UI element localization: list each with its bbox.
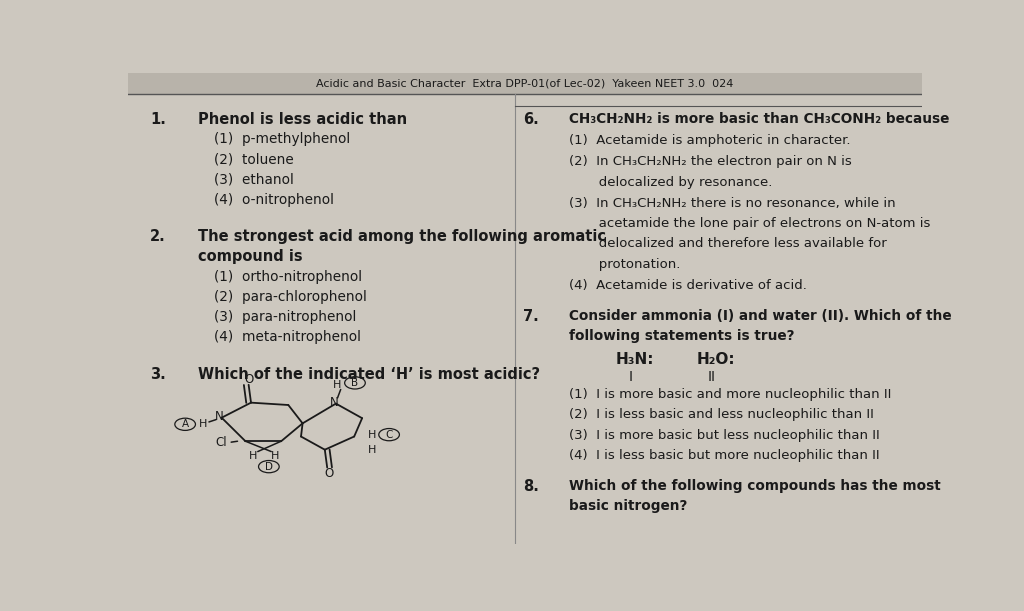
Text: H: H — [199, 419, 207, 430]
Text: protonation.: protonation. — [569, 258, 681, 271]
Text: CH₃CH₂NH₂ is more basic than CH₃CONH₂ because: CH₃CH₂NH₂ is more basic than CH₃CONH₂ be… — [569, 112, 949, 126]
Text: H: H — [368, 430, 376, 440]
Text: II: II — [709, 370, 716, 384]
Text: H: H — [368, 445, 376, 455]
Text: (4)  I is less basic but more nucleophilic than II: (4) I is less basic but more nucleophili… — [569, 448, 880, 462]
Text: acetamide the lone pair of electrons on N-atom is: acetamide the lone pair of electrons on … — [569, 217, 931, 230]
Text: compound is: compound is — [198, 249, 302, 265]
Text: (1)  p-methylphenol: (1) p-methylphenol — [214, 132, 350, 146]
Text: (1)  I is more basic and more nucleophilic than II: (1) I is more basic and more nucleophili… — [569, 388, 892, 401]
Text: Acidic and Basic Character  Extra DPP-01(of Lec-02)  Yakeen NEET 3.0  024: Acidic and Basic Character Extra DPP-01(… — [316, 79, 733, 89]
Text: O: O — [325, 467, 334, 480]
Text: (4)  meta-nitrophenol: (4) meta-nitrophenol — [214, 331, 360, 345]
Text: (4)  Acetamide is derivative of acid.: (4) Acetamide is derivative of acid. — [569, 279, 807, 292]
Text: A: A — [181, 419, 188, 430]
Text: following statements is true?: following statements is true? — [569, 329, 795, 343]
Text: H: H — [334, 380, 342, 390]
Text: 3.: 3. — [151, 367, 166, 382]
Text: Cl: Cl — [216, 436, 227, 448]
Text: (4)  o-nitrophenol: (4) o-nitrophenol — [214, 193, 334, 207]
Text: 8.: 8. — [523, 479, 539, 494]
Text: delocalized and therefore less available for: delocalized and therefore less available… — [569, 237, 887, 251]
Text: The strongest acid among the following aromatic: The strongest acid among the following a… — [198, 229, 606, 244]
Text: Which of the indicated ‘H’ is most acidic?: Which of the indicated ‘H’ is most acidi… — [198, 367, 540, 382]
Text: Which of the following compounds has the most: Which of the following compounds has the… — [569, 479, 941, 493]
Text: I: I — [629, 370, 633, 384]
Text: H: H — [249, 452, 257, 461]
Text: 6.: 6. — [523, 112, 539, 127]
Text: (2)  I is less basic and less nucleophilic than II: (2) I is less basic and less nucleophili… — [569, 408, 874, 421]
Text: (3)  para-nitrophenol: (3) para-nitrophenol — [214, 310, 356, 324]
Text: (2)  toluene: (2) toluene — [214, 152, 294, 166]
Text: 1.: 1. — [151, 112, 166, 127]
Text: H: H — [271, 452, 280, 461]
Text: (1)  ortho-nitrophenol: (1) ortho-nitrophenol — [214, 269, 361, 284]
Text: H₂O:: H₂O: — [696, 351, 735, 367]
Text: 2.: 2. — [151, 229, 166, 244]
Text: (2)  In CH₃CH₂NH₂ the electron pair on N is: (2) In CH₃CH₂NH₂ the electron pair on N … — [569, 155, 852, 169]
Text: (3)  In CH₃CH₂NH₂ there is no resonance, while in: (3) In CH₃CH₂NH₂ there is no resonance, … — [569, 197, 896, 210]
Text: delocalized by resonance.: delocalized by resonance. — [569, 175, 773, 189]
Text: N: N — [215, 410, 223, 423]
Text: 7.: 7. — [523, 309, 539, 324]
Text: (1)  Acetamide is amphoteric in character.: (1) Acetamide is amphoteric in character… — [569, 134, 851, 147]
Text: B: B — [351, 378, 358, 388]
Text: O: O — [244, 373, 253, 386]
Text: H₃N:: H₃N: — [615, 351, 653, 367]
Text: (3)  I is more basic but less nucleophilic than II: (3) I is more basic but less nucleophili… — [569, 428, 880, 442]
Text: (2)  para-chlorophenol: (2) para-chlorophenol — [214, 290, 367, 304]
Text: C: C — [385, 430, 393, 440]
Text: D: D — [265, 462, 272, 472]
FancyBboxPatch shape — [128, 73, 922, 94]
Text: Phenol is less acidic than: Phenol is less acidic than — [198, 112, 407, 127]
Text: (3)  ethanol: (3) ethanol — [214, 172, 294, 186]
Text: basic nitrogen?: basic nitrogen? — [569, 499, 688, 513]
Text: Consider ammonia (I) and water (II). Which of the: Consider ammonia (I) and water (II). Whi… — [569, 309, 952, 323]
Text: N.: N. — [330, 396, 342, 409]
